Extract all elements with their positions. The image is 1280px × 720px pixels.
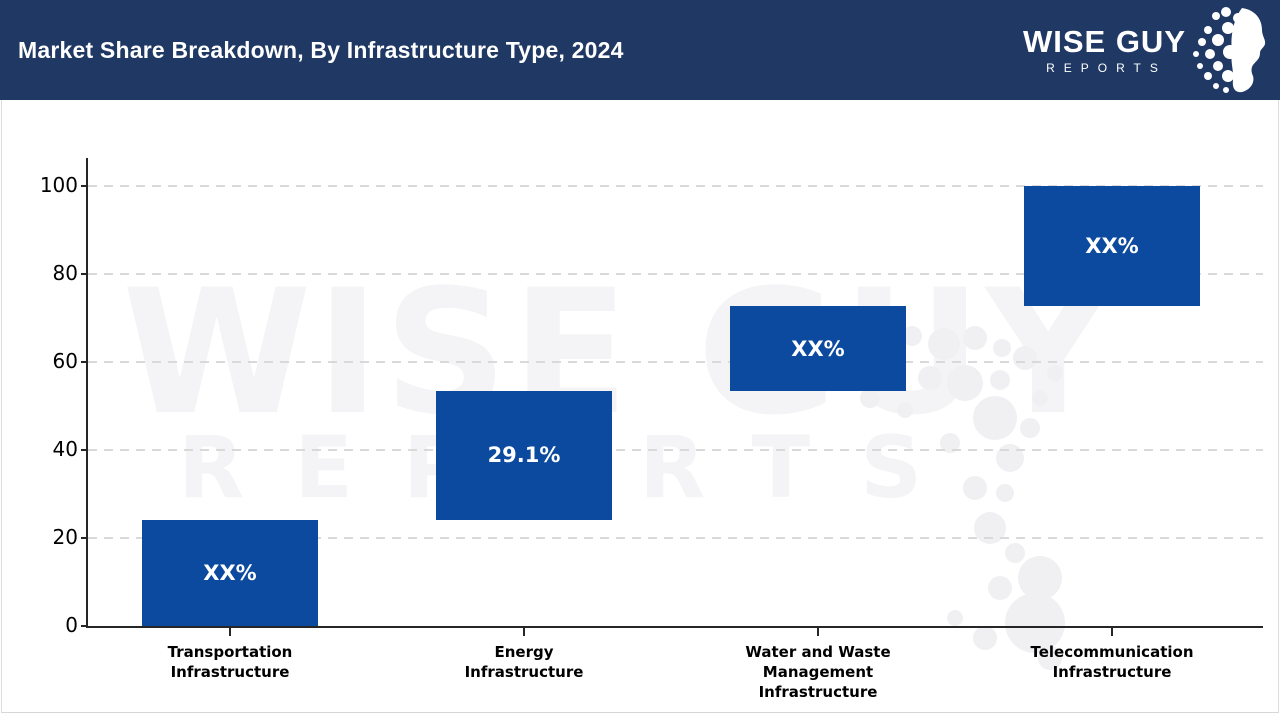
plot: 0 20 40 60 80 100 XX% 29.1% XX% XX% Transportation… [0,100,1280,720]
header-bar: Market Share Breakdown, By Infrastructur… [0,0,1280,100]
chart-title: Market Share Breakdown, By Infrastructur… [18,36,624,63]
category-label-line: Energy [494,643,554,661]
category-label-line: Infrastructure [464,663,584,681]
y-tick-60 [81,361,88,363]
y-tick-label-20: 20 [52,525,78,549]
y-tick-label-40: 40 [52,437,78,461]
bar-value-label: XX% [791,336,845,361]
category-label-2: Energy Infrastructure [364,642,684,682]
category-label-line: Infrastructure [1052,663,1172,681]
category-label-line: Transportation [167,643,293,661]
gridline-20 [88,537,1263,539]
y-tick-20 [81,537,88,539]
y-tick-label-0: 0 [65,613,78,637]
category-label-line: Management [762,663,874,681]
gridline-80 [88,273,1263,275]
bar-value-label: 29.1% [487,443,561,468]
gridline-100 [88,185,1263,187]
y-tick-80 [81,273,88,275]
bar-1: XX% [142,519,318,626]
category-label-1: Transportation Infrastructure [70,642,390,682]
y-axis-line [86,158,88,628]
x-tick-3 [817,628,819,636]
bar-2: 29.1% [436,391,612,520]
chart-area: WISE GUY REPORTS 020406080100XX%29.1%XX%… [0,100,1280,720]
logo-head-icon [1193,7,1266,93]
bar-value-label: XX% [203,560,257,585]
y-tick-0 [81,625,88,627]
y-tick-100 [81,185,88,187]
x-axis-line [86,626,1263,628]
gridline-40 [88,449,1263,451]
x-tick-1 [229,628,231,636]
y-tick-label-80: 80 [52,261,78,285]
x-tick-4 [1111,628,1113,636]
y-tick-label-100: 100 [39,173,78,197]
bar-value-label: XX% [1085,233,1139,258]
category-label-line: Infrastructure [170,663,290,681]
x-tick-2 [523,628,525,636]
logo-subtitle: REPORTS [1046,61,1167,75]
logo: WISE GUY REPORTS [1023,4,1266,96]
y-tick-40 [81,449,88,451]
logo-text: WISE GUY REPORTS [1023,26,1186,74]
category-label-line: Telecommunication [1030,643,1194,661]
bar-4: XX% [1024,186,1200,306]
bar-3: XX% [730,305,906,392]
watermark-head-icon [786,322,1065,670]
category-label-line: Infrastructure [758,683,878,701]
category-label-line: Water and Waste [745,643,891,661]
gridline-60 [88,361,1263,363]
category-label-4: Telecommunication Infrastructure [952,642,1272,682]
logo-wordmark: WISE GUY [1022,24,1186,59]
y-tick-label-60: 60 [52,349,78,373]
category-label-3: Water and Waste Management Infrastructure [658,642,978,702]
